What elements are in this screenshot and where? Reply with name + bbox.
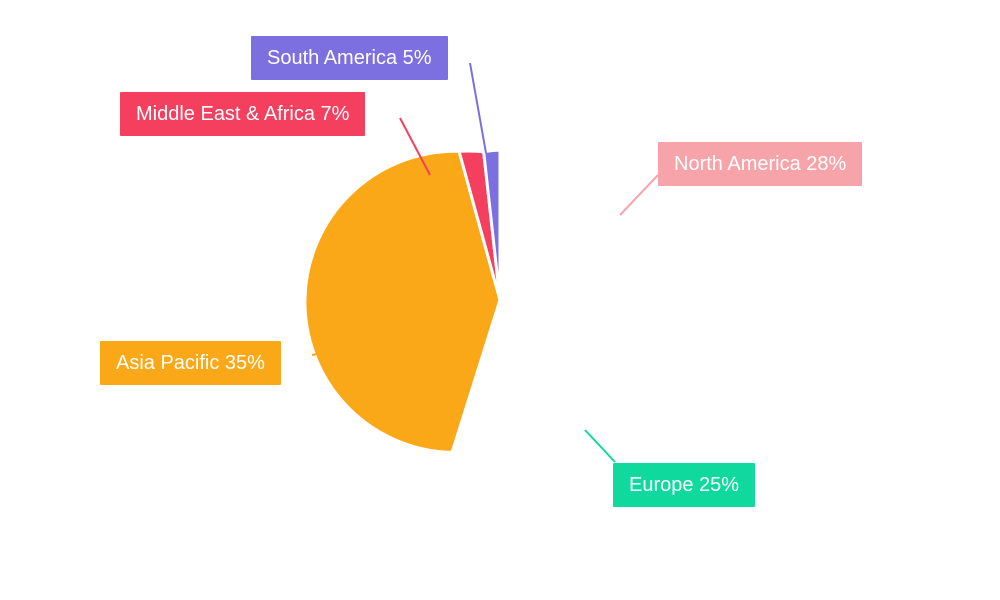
pie-chart-svg (0, 0, 1000, 600)
label-south-america[interactable]: South America 5% (251, 36, 448, 80)
label-asia-pacific[interactable]: Asia Pacific 35% (100, 341, 281, 385)
leader-line-north-america (620, 175, 658, 215)
leader-line-europe (585, 430, 615, 462)
leader-line-south-america (470, 63, 486, 153)
label-middle-east-africa[interactable]: Middle East & Africa 7% (120, 92, 365, 136)
label-europe[interactable]: Europe 25% (613, 463, 755, 507)
label-north-america[interactable]: North America 28% (658, 142, 862, 186)
pie-chart-container: North America 28% Europe 25% Asia Pacifi… (0, 0, 1000, 600)
